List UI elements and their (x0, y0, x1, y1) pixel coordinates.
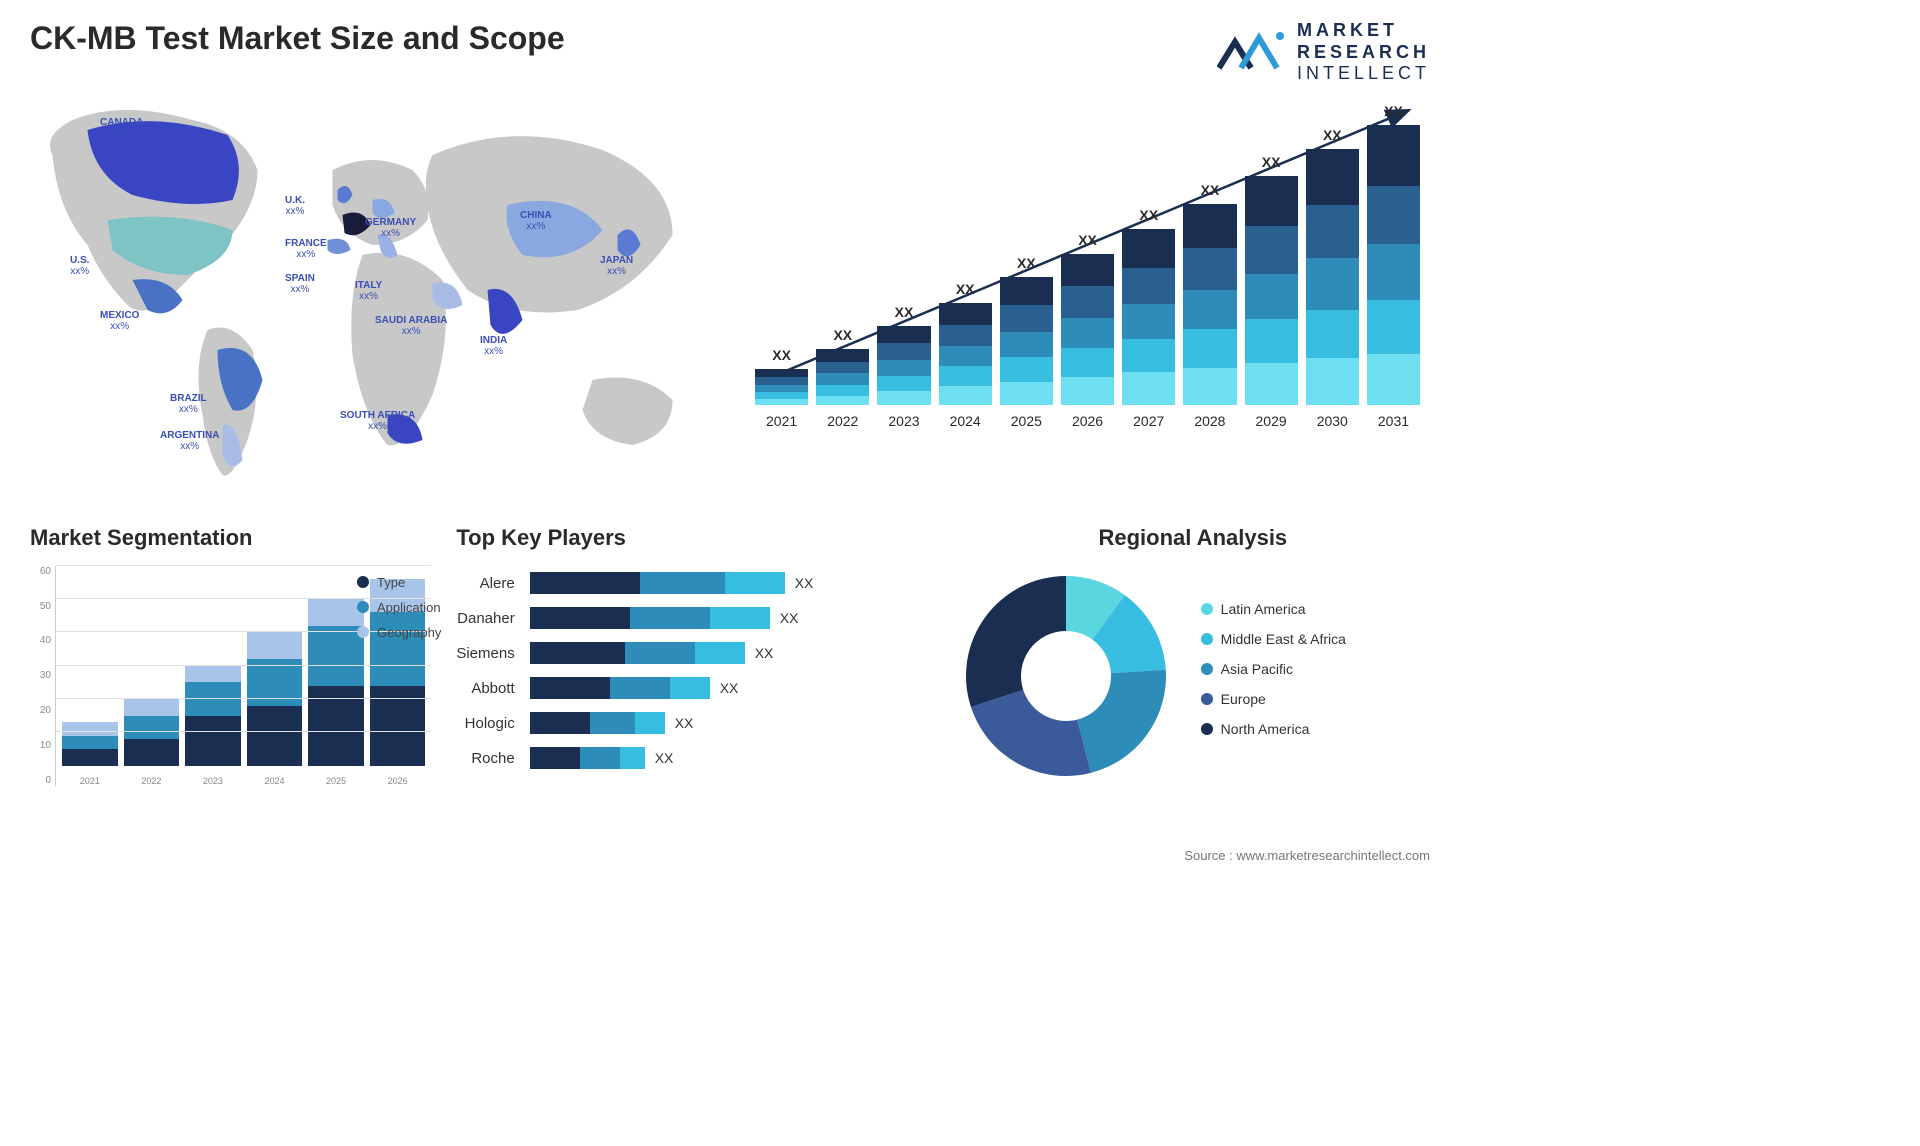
source-attribution: Source : www.marketresearchintellect.com (1184, 848, 1430, 863)
segmentation-bar (185, 666, 241, 766)
legend-item: Geography (357, 625, 441, 640)
legend-item: Application (357, 600, 441, 615)
segmentation-panel: Market Segmentation 0102030405060 202120… (30, 525, 431, 805)
forecast-chart: XXXXXXXXXXXXXXXXXXXXXX 20212022202320242… (745, 95, 1430, 445)
map-label: INDIAxx% (480, 335, 507, 357)
page-title: CK-MB Test Market Size and Scope (30, 20, 565, 57)
segmentation-title: Market Segmentation (30, 525, 431, 551)
key-player-bar: XX (530, 677, 931, 699)
segmentation-legend: Type Application Geography (357, 575, 441, 650)
logo-text: MARKET RESEARCH INTELLECT (1297, 20, 1430, 85)
map-label: CANADAxx% (100, 117, 143, 139)
segmentation-bar (308, 599, 364, 766)
regional-chart: Latin America Middle East & Africa Asia Pa… (956, 566, 1430, 786)
segmentation-bar (62, 722, 118, 765)
forecast-chart-panel: XXXXXXXXXXXXXXXXXXXXXX 20212022202320242… (745, 95, 1430, 495)
regional-panel: Regional Analysis Latin America Middle Ea… (956, 525, 1430, 805)
key-player-label: Hologic (456, 715, 514, 732)
logo-mark-icon (1217, 28, 1287, 76)
donut-slice (1077, 670, 1166, 773)
forecast-bar: XX (1122, 229, 1175, 404)
world-map-panel: CANADAxx% U.S.xx% MEXICOxx% BRAZILxx% ARGENT… (30, 95, 715, 495)
map-label: MEXICOxx% (100, 310, 139, 332)
key-player-bar: XX (530, 747, 931, 769)
map-label: BRAZILxx% (170, 393, 207, 415)
forecast-bar: XX (1061, 254, 1114, 405)
donut-slice (966, 576, 1066, 707)
legend-item: Latin America (1201, 601, 1346, 617)
map-label: ARGENTINAxx% (160, 430, 219, 452)
map-label: U.K.xx% (285, 195, 305, 217)
key-player-label: Roche (456, 750, 514, 767)
legend-item: Asia Pacific (1201, 661, 1346, 677)
forecast-bar: XX (1367, 125, 1420, 405)
map-label: JAPANxx% (600, 255, 633, 277)
regional-legend: Latin America Middle East & Africa Asia Pa… (1201, 601, 1346, 751)
key-players-panel: Top Key Players Alere Danaher Siemens Abbot… (456, 525, 930, 805)
legend-item: North America (1201, 721, 1346, 737)
key-player-bar: XX (530, 712, 931, 734)
forecast-bar: XX (1000, 277, 1053, 405)
key-player-bar: XX (530, 642, 931, 664)
forecast-bar: XX (1183, 204, 1236, 405)
key-players-title: Top Key Players (456, 525, 930, 551)
header: CK-MB Test Market Size and Scope MARKET … (30, 20, 1430, 85)
key-player-label: Siemens (456, 645, 514, 662)
map-label: SAUDI ARABIAxx% (375, 315, 447, 337)
map-label: SOUTH AFRICAxx% (340, 410, 415, 432)
map-label: U.S.xx% (70, 255, 89, 277)
key-player-label: Alere (456, 575, 514, 592)
map-label: ITALYxx% (355, 280, 382, 302)
legend-item: Type (357, 575, 441, 590)
donut-slice (971, 690, 1091, 776)
map-label: GERMANYxx% (365, 217, 416, 239)
legend-item: Europe (1201, 691, 1346, 707)
segmentation-bar (124, 699, 180, 766)
forecast-bar: XX (1306, 149, 1359, 405)
forecast-bar: XX (877, 326, 930, 405)
forecast-bar: XX (1245, 176, 1298, 405)
legend-item: Middle East & Africa (1201, 631, 1346, 647)
forecast-bar: XX (755, 369, 808, 405)
map-label: CHINAxx% (520, 210, 552, 232)
regional-title: Regional Analysis (956, 525, 1430, 551)
donut-chart (956, 566, 1176, 786)
forecast-bar: XX (816, 349, 869, 405)
key-player-label: Danaher (456, 610, 514, 627)
top-row: CANADAxx% U.S.xx% MEXICOxx% BRAZILxx% ARGENT… (30, 95, 1430, 495)
key-player-label: Abbott (456, 680, 514, 697)
key-player-bar: XX (530, 572, 931, 594)
map-label: FRANCExx% (285, 238, 327, 260)
brand-logo: MARKET RESEARCH INTELLECT (1217, 20, 1430, 85)
key-players-chart: Alere Danaher Siemens Abbott Hologic Roche XX… (456, 566, 930, 776)
map-label: SPAINxx% (285, 273, 315, 295)
bottom-row: Market Segmentation 0102030405060 202120… (30, 525, 1430, 805)
key-player-bar: XX (530, 607, 931, 629)
forecast-bar: XX (939, 303, 992, 405)
